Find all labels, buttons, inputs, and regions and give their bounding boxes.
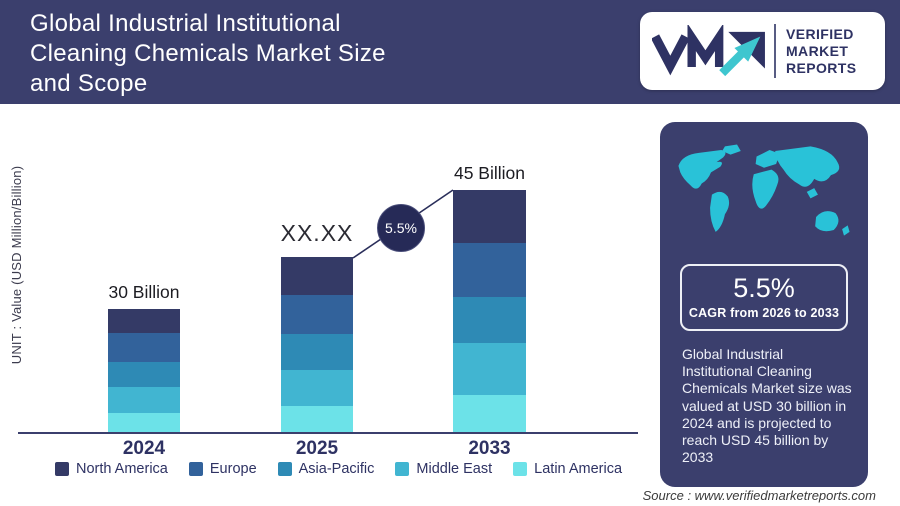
legend-swatch-europe <box>188 462 203 476</box>
bar-segment-north-america <box>108 309 180 333</box>
bar-segment-asia-pacific <box>108 362 180 387</box>
world-map-icon <box>678 144 850 236</box>
x-axis-label-2033: 2033 <box>468 438 511 459</box>
bar-segment-latin-america <box>108 413 180 433</box>
legend-swatch-middle-east <box>395 462 410 476</box>
legend-swatch-latin-america <box>513 462 528 476</box>
legend-label-europe: Europe <box>209 461 257 477</box>
cagr-value: 5.5% <box>733 273 795 303</box>
brand-line-2: MARKET <box>786 42 849 59</box>
bar-segment-middle-east <box>453 343 526 395</box>
legend-item-latin-america: Latin America <box>513 461 622 477</box>
legend-item-north-america: North America <box>55 461 168 477</box>
bar-segment-north-america <box>281 257 353 295</box>
legend: North America Europe Asia-Pacific Middle Ea… <box>55 461 622 477</box>
market-summary-text: Global Industrial Institutional Cleaning… <box>682 346 852 466</box>
summary-panel: 5.5% CAGR from 2026 to 2033 Global Indus… <box>660 122 868 487</box>
legend-label-north-america: North America <box>76 461 168 477</box>
brand-line-3: REPORTS <box>786 59 857 76</box>
bar-segment-latin-america <box>281 406 353 433</box>
page-title-line-1: Global Industrial Institutional <box>30 10 341 37</box>
legend-label-asia-pacific: Asia-Pacific <box>298 461 375 477</box>
bar-segment-north-america <box>453 190 526 243</box>
stacked-bar-2033 <box>453 190 526 433</box>
bar-segment-middle-east <box>281 370 353 406</box>
x-axis-line <box>18 432 638 434</box>
legend-label-middle-east: Middle East <box>416 461 493 477</box>
bar-segment-europe <box>453 243 526 297</box>
x-axis-label-2025: 2025 <box>295 438 339 459</box>
stacked-bar-2025 <box>281 257 353 433</box>
legend-item-asia-pacific: Asia-Pacific <box>277 461 375 477</box>
brand-name: VERIFIED MARKET REPORTS <box>786 26 856 77</box>
vmr-logo-icon <box>652 25 765 77</box>
bar-segment-asia-pacific <box>281 334 353 370</box>
bar-segment-europe <box>281 295 353 334</box>
vmr-logo: VERIFIED MARKET REPORTS <box>640 12 885 90</box>
bar-value-label-2025: XX.XX <box>280 220 354 246</box>
legend-item-europe: Europe <box>188 461 257 477</box>
legend-swatch-asia-pacific <box>277 462 292 476</box>
brand-line-1: VERIFIED <box>786 25 854 42</box>
x-axis-label-2024: 2024 <box>122 438 166 459</box>
logo-divider <box>774 24 776 78</box>
bar-segment-europe <box>108 333 180 362</box>
page-title-line-2: Cleaning Chemicals Market Size <box>30 40 386 67</box>
bar-segment-asia-pacific <box>453 297 526 343</box>
page-title-line-3: and Scope <box>30 70 148 97</box>
page-title: Global Industrial Institutional Cleaning… <box>30 9 386 99</box>
growth-rate-badge: 5.5% <box>377 204 425 252</box>
y-axis-unit-label: UNIT : Value (USD Million/Billion) <box>9 165 24 365</box>
cagr-label: CAGR from 2026 to 2033 <box>688 306 840 320</box>
legend-swatch-north-america <box>55 462 69 476</box>
cagr-box: 5.5% CAGR from 2026 to 2033 <box>680 264 848 331</box>
bar-segment-middle-east <box>108 387 180 413</box>
stacked-bar-2024 <box>108 309 180 433</box>
legend-item-middle-east: Middle East <box>395 461 492 477</box>
bar-segment-latin-america <box>453 395 526 433</box>
growth-rate-value: 5.5% <box>385 220 417 236</box>
bar-value-label-2033: 45 Billion <box>453 163 526 183</box>
legend-label-latin-america: Latin America <box>534 461 623 477</box>
bar-value-label-2024: 30 Billion <box>108 282 180 302</box>
header-banner: Global Industrial Institutional Cleaning… <box>0 0 900 104</box>
source-attribution: Source : www.verifiedmarketreports.com <box>642 488 876 503</box>
